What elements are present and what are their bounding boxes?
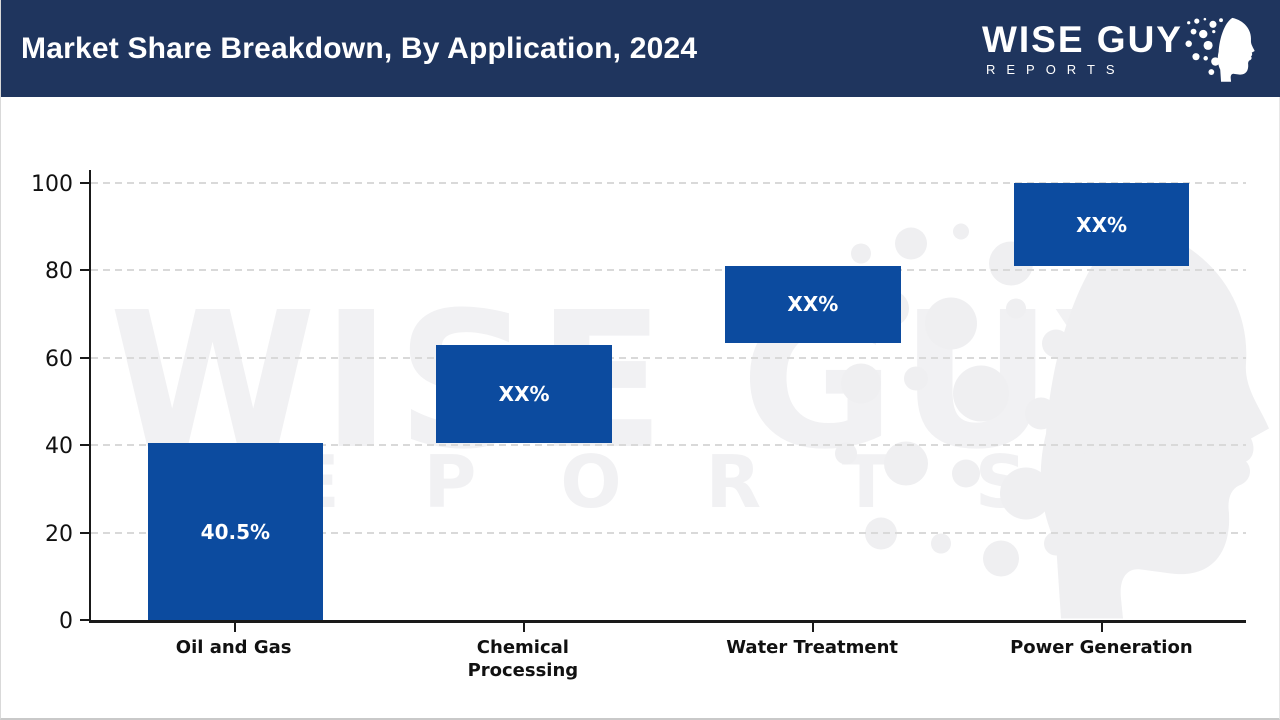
y-tick-80 [80, 269, 89, 272]
x-tick-2 [811, 623, 814, 632]
bar-water-treatment: XX% [725, 266, 901, 343]
bar-chemical-processing: XX% [436, 344, 612, 444]
plot-area: 40.5% XX% XX% XX% [80, 170, 1246, 632]
y-tick-label-60: 60 [45, 346, 73, 372]
bar-value-label: XX% [787, 292, 839, 317]
y-tick-label-40: 40 [45, 434, 73, 460]
y-tick-label-80: 80 [45, 259, 73, 285]
x-category-label-1: Chemical Processing [467, 637, 579, 681]
gridline-40 [91, 444, 1246, 447]
y-tick-label-0: 0 [59, 609, 73, 634]
x-tick-0 [234, 623, 237, 632]
bar-value-label: XX% [1076, 212, 1128, 237]
gridline-100 [91, 182, 1246, 184]
x-category-label-3: Power Generation [1010, 637, 1193, 658]
y-tick-20 [80, 531, 89, 534]
y-tick-label-20: 20 [45, 521, 73, 547]
bar-value-label: XX% [498, 381, 550, 406]
brand-logo-text: WISE GUY REPORTS [982, 21, 1183, 77]
header-bar: Market Share Breakdown, By Application, … [1, 0, 1280, 97]
brand-logo: WISE GUY REPORTS [982, 8, 1255, 90]
x-tick-1 [523, 623, 526, 632]
watermark-head-icon [832, 223, 1269, 619]
page-title: Market Share Breakdown, By Application, … [21, 31, 698, 65]
x-category-label-0: Oil and Gas [175, 637, 292, 658]
x-category-label-2: Water Treatment [726, 637, 899, 658]
y-tick-label-100: 100 [31, 172, 73, 197]
gridline-60 [91, 356, 1246, 359]
y-tick-100 [80, 182, 89, 184]
y-tick-40 [80, 444, 89, 447]
y-tick-60 [80, 356, 89, 359]
bar-value-label: 40.5% [200, 519, 271, 544]
x-tick-3 [1100, 623, 1103, 632]
bar-power-generation: XX% [1013, 183, 1190, 267]
logo-head-icon [1185, 17, 1255, 82]
logo-subtext: REPORTS [985, 61, 1126, 77]
gridline-80 [91, 269, 1246, 272]
bar-oil-and-gas: 40.5% [147, 443, 324, 620]
y-tick-0 [80, 619, 89, 621]
logo-wordmark: WISE GUY [981, 18, 1183, 60]
gridline-20 [91, 531, 1246, 534]
